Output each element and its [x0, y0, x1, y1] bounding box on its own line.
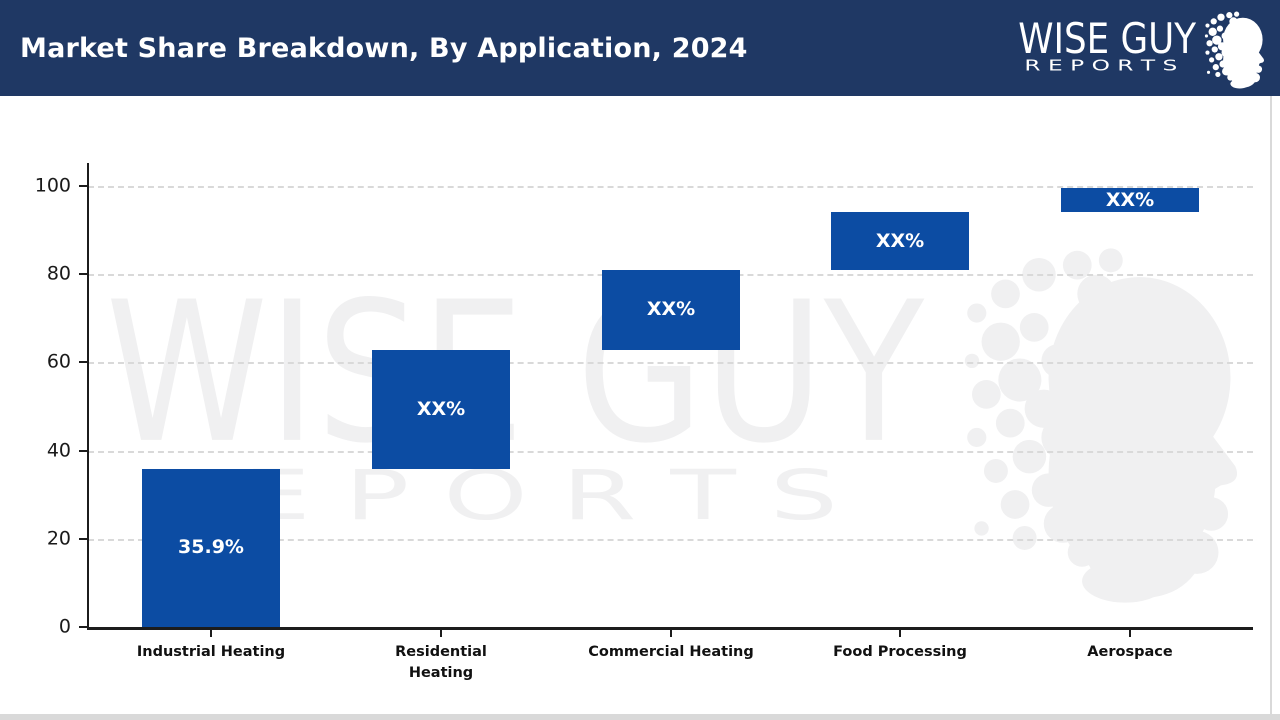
category-line: Commercial Heating: [588, 644, 754, 660]
x-tick-mark: [899, 627, 901, 637]
chart-area: 0 20 40 60 80 100 35.9% XX% XX% XX% XX%: [0, 96, 1280, 720]
bar-value-label: XX%: [416, 397, 466, 420]
bar-food-processing: XX%: [831, 212, 969, 270]
header-bar: Market Share Breakdown, By Application, …: [0, 0, 1280, 96]
y-tick-mark: [79, 537, 87, 540]
category-label-industrial-heating: Industrial Heating: [94, 642, 328, 663]
y-tick-mark: [79, 361, 87, 364]
x-tick-mark: [210, 627, 212, 637]
y-tick-label: 60: [46, 350, 71, 373]
category-label-food-processing: Food Processing: [783, 642, 1017, 663]
category-line: Food Processing: [833, 644, 967, 660]
y-tick-label: 40: [46, 439, 71, 462]
bar-commercial-heating: XX%: [602, 269, 740, 350]
bar-value-label: XX%: [646, 298, 696, 321]
category-line: Heating: [408, 665, 474, 682]
x-tick-mark: [1129, 627, 1131, 637]
y-tick-label: 20: [46, 527, 71, 550]
right-edge-border: [1270, 96, 1272, 714]
category-line: Industrial Heating: [136, 644, 286, 660]
x-tick-mark: [670, 627, 672, 637]
bar-residential-heating: XX%: [372, 349, 510, 469]
y-tick-label: 0: [58, 615, 71, 638]
y-tick-mark: [79, 449, 87, 452]
bar-aerospace: XX%: [1061, 187, 1199, 213]
y-tick-label: 100: [34, 174, 71, 197]
y-tick-mark: [79, 626, 87, 628]
category-line: Aerospace: [1087, 644, 1173, 660]
y-axis-line: [87, 163, 89, 627]
bottom-edge-border: [0, 714, 1280, 720]
y-tick-mark: [79, 185, 87, 187]
bar-industrial-heating: 35.9%: [142, 468, 280, 627]
category-label-residential-heating: Residential Heating: [324, 642, 558, 684]
y-tick-mark: [79, 273, 87, 276]
x-tick-mark: [440, 627, 442, 637]
gridline: [88, 362, 1253, 365]
category-line: Residential: [395, 644, 487, 660]
category-label-commercial-heating: Commercial Heating: [554, 642, 788, 663]
bar-value-label: XX%: [875, 229, 925, 252]
page-title: Market Share Breakdown, By Application, …: [20, 32, 748, 64]
bar-value-label: XX%: [1105, 188, 1155, 211]
gridline: [88, 186, 1253, 188]
wise-guy-reports-logo: [1018, 11, 1268, 89]
y-tick-label: 80: [46, 262, 71, 285]
category-label-aerospace: Aerospace: [1013, 642, 1247, 663]
gridline: [88, 450, 1253, 453]
bar-value-label: 35.9%: [178, 536, 244, 559]
